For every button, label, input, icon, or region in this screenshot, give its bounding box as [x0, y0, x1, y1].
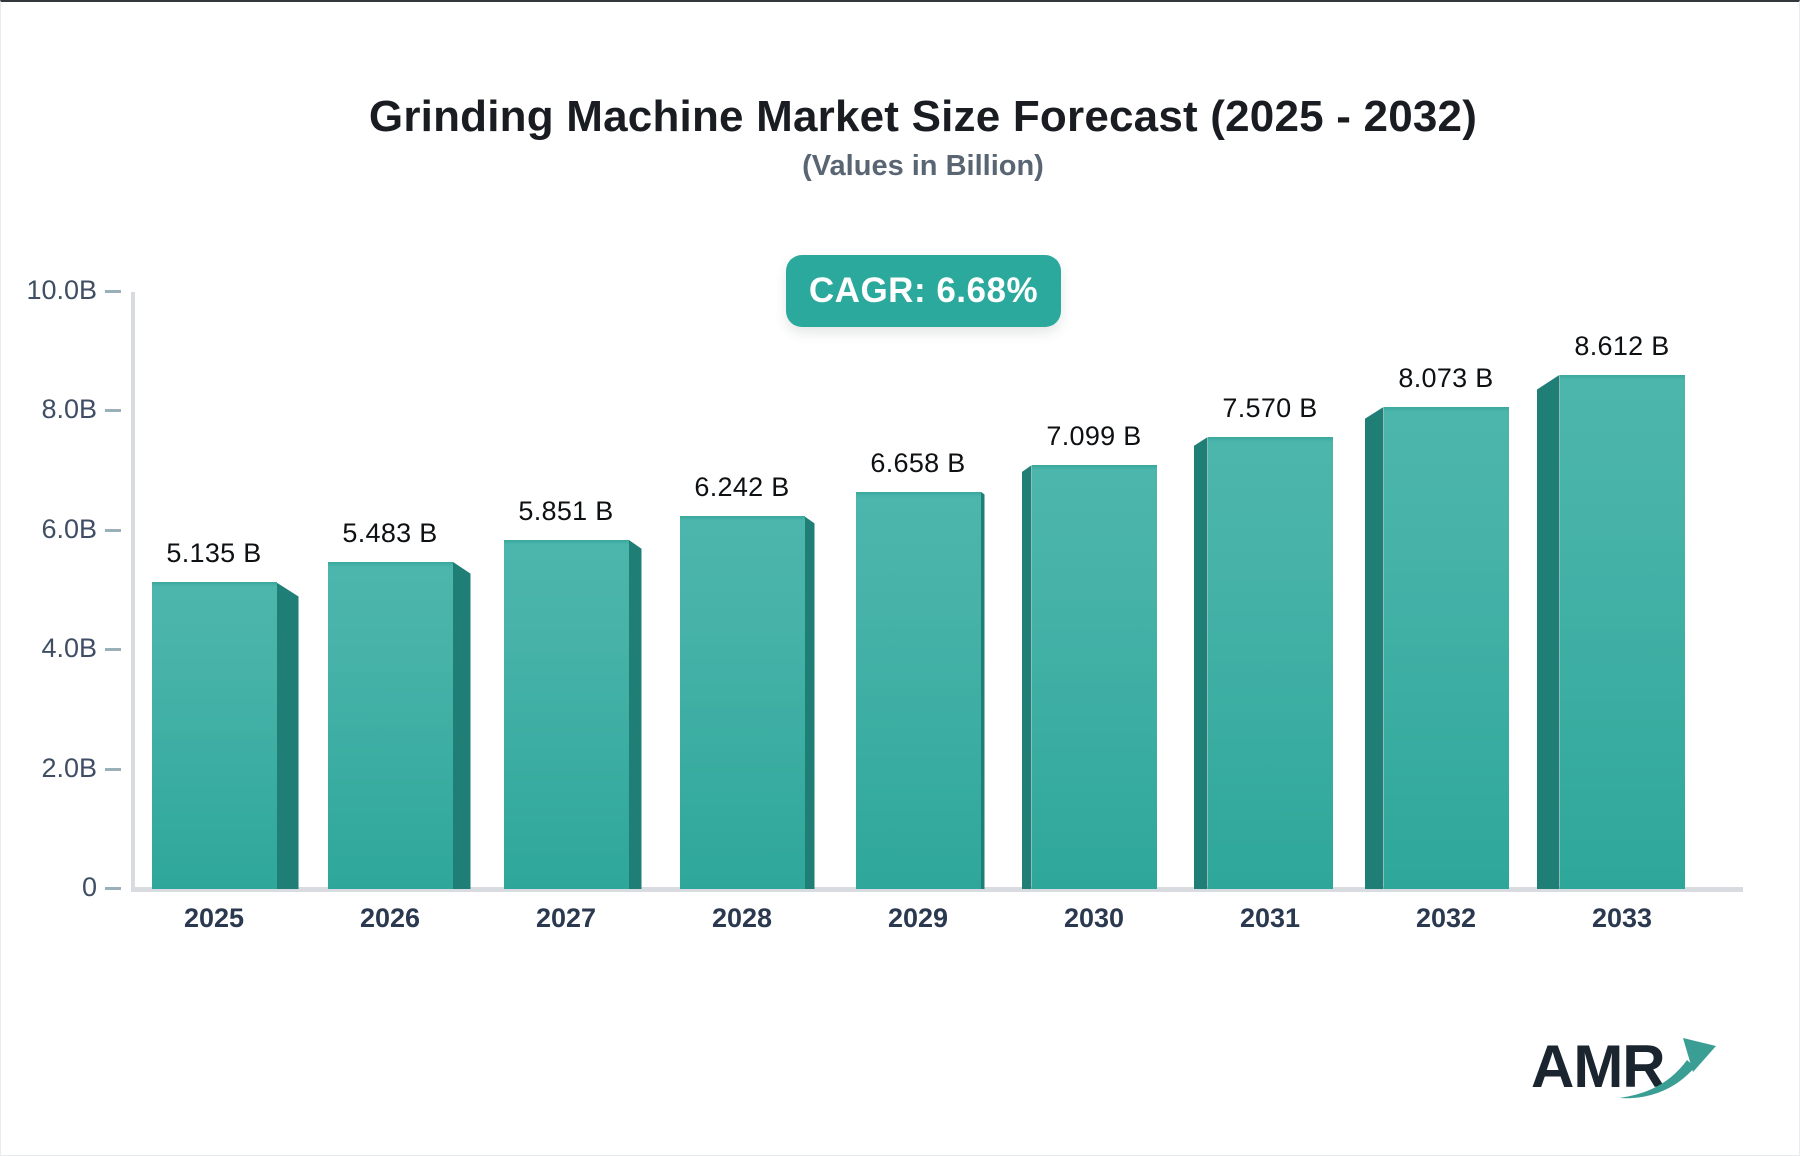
x-axis-label: 2031	[1239, 903, 1301, 933]
y-axis-tick	[105, 648, 121, 652]
bar-3d-side	[276, 582, 299, 889]
bar-value-label: 7.570 B	[1222, 393, 1318, 424]
bar	[327, 561, 453, 889]
x-axis-label: 2028	[711, 903, 773, 933]
amr-logo-text: AMR	[1531, 1033, 1666, 1100]
bar	[855, 491, 981, 889]
trend-arrow-icon	[1619, 1038, 1716, 1099]
bar-3d-side	[452, 561, 471, 889]
y-axis-label: 4.0B	[41, 633, 97, 664]
bar	[1207, 437, 1333, 889]
bar-3d-side	[804, 516, 815, 889]
x-axis-label: 2027	[535, 903, 597, 933]
bar-3d-side	[1021, 465, 1032, 889]
bar	[1031, 465, 1157, 889]
bar-value-label: 5.135 B	[166, 538, 262, 569]
bar-value-label: 6.658 B	[870, 447, 966, 478]
bar-value-label: 7.099 B	[1046, 421, 1142, 452]
y-axis-tick	[105, 409, 121, 413]
y-axis-tick	[105, 528, 121, 532]
bar	[679, 516, 805, 889]
chart-subtitle: (Values in Billion)	[802, 150, 1044, 182]
y-axis-label: 10.0B	[26, 275, 97, 305]
bar-value-label: 6.242 B	[694, 472, 790, 503]
y-axis-tick	[105, 887, 121, 890]
x-axis-label: 2029	[887, 903, 949, 933]
bar-3d-side	[1364, 407, 1384, 889]
y-axis-label: 2.0B	[41, 752, 97, 783]
x-axis-label: 2033	[1591, 903, 1653, 933]
cagr-badge: CAGR: 6.68%	[786, 255, 1061, 327]
y-axis-label: 6.0B	[41, 513, 97, 544]
bar-value-label: 5.483 B	[342, 517, 438, 548]
x-axis-line	[131, 887, 1743, 892]
x-axis-label: 2030	[1063, 903, 1125, 933]
y-axis-line	[131, 292, 135, 892]
x-axis-label: 2032	[1415, 903, 1477, 933]
bar	[1383, 407, 1509, 889]
bar-value-label: 5.851 B	[518, 495, 614, 526]
x-axis-label: 2025	[183, 903, 245, 933]
bar-3d-side	[1536, 374, 1560, 889]
x-axis-label: 2026	[359, 903, 421, 933]
cagr-badge-label: CAGR: 6.68%	[808, 271, 1039, 310]
amr-logo: AMR	[1531, 1032, 1721, 1112]
bar-value-label: 8.612 B	[1574, 330, 1670, 361]
bar	[151, 582, 277, 889]
bar-3d-side	[1193, 437, 1208, 889]
bar	[503, 539, 629, 889]
y-axis-label: 0	[81, 872, 97, 902]
bar-3d-side	[980, 491, 985, 889]
y-axis-label: 8.0B	[41, 394, 97, 425]
bar	[1559, 374, 1685, 889]
y-axis-tick	[105, 290, 121, 293]
bar-value-label: 8.073 B	[1398, 363, 1494, 394]
chart-title: Grinding Machine Market Size Forecast (2…	[368, 92, 1478, 141]
bar-3d-side	[628, 539, 642, 889]
y-axis-tick	[105, 767, 121, 771]
